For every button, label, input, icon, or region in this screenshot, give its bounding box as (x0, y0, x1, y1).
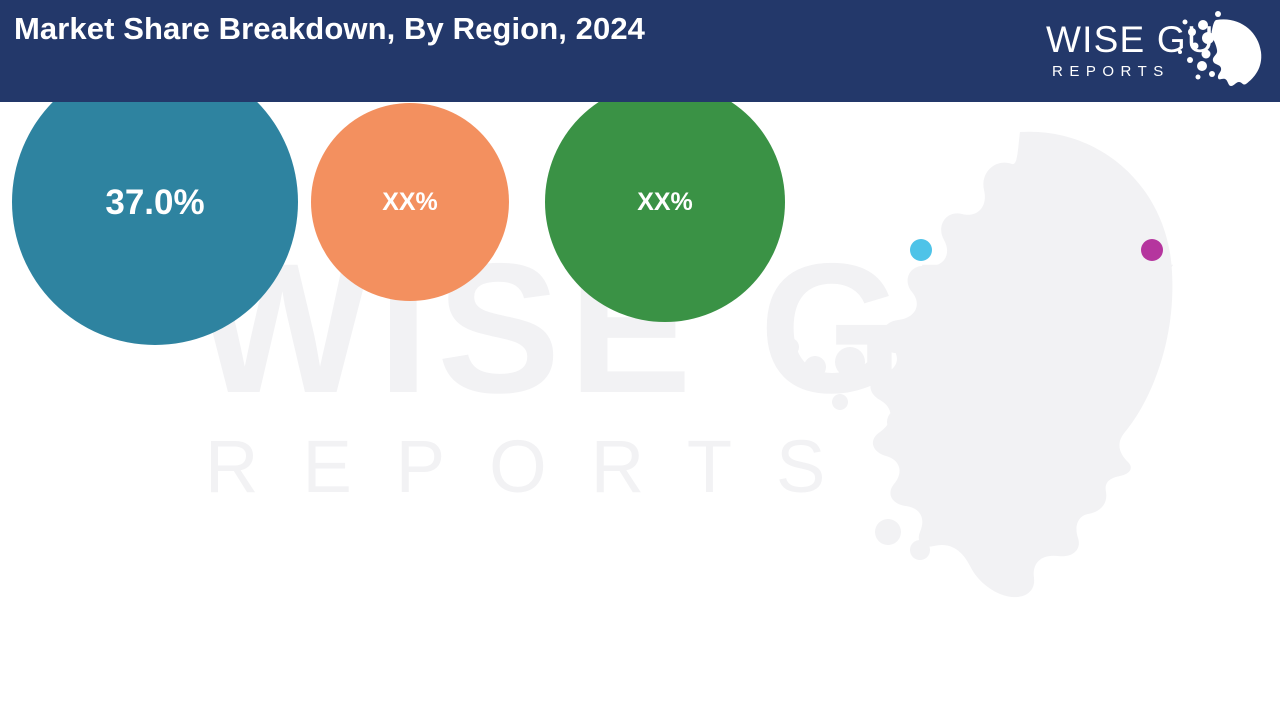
bubble-value-north-america: 37.0% (105, 182, 205, 222)
wise-guy-reports-logo: WISE GUY REPORTS (1040, 8, 1268, 92)
svg-text:REPORTS: REPORTS (205, 425, 869, 508)
svg-text:REPORTS: REPORTS (1052, 63, 1170, 80)
bubble-south-america[interactable] (910, 239, 932, 261)
bubble-value-europe: XX% (382, 187, 438, 216)
bubble-north-america[interactable]: 37.0% (12, 102, 298, 345)
header-bar: Market Share Breakdown, By Region, 2024 … (0, 0, 1280, 102)
bubble-europe[interactable]: XX% (311, 103, 509, 301)
bubble-value-apac: XX% (637, 187, 693, 216)
bubble-mea[interactable] (1141, 239, 1163, 261)
chart-plot-area: WISE GUY REPORTS (0, 102, 1280, 720)
page-title: Market Share Breakdown, By Region, 2024 (14, 11, 646, 46)
bubble-apac[interactable]: XX% (545, 102, 785, 322)
